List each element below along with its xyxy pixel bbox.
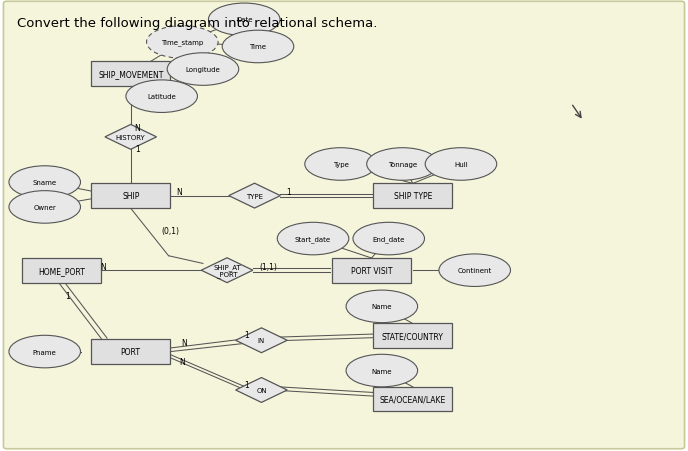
Text: Time: Time bbox=[250, 44, 266, 51]
Text: N: N bbox=[100, 262, 106, 272]
FancyBboxPatch shape bbox=[91, 339, 171, 364]
Text: (0,1): (0,1) bbox=[162, 226, 180, 235]
Ellipse shape bbox=[222, 31, 294, 64]
Text: STATE/COUNTRY: STATE/COUNTRY bbox=[382, 331, 444, 341]
FancyBboxPatch shape bbox=[373, 387, 453, 411]
Text: TYPE: TYPE bbox=[246, 193, 263, 199]
Text: PORT: PORT bbox=[120, 347, 141, 356]
Text: Pname: Pname bbox=[33, 349, 56, 355]
Text: Continent: Continent bbox=[458, 267, 492, 274]
Polygon shape bbox=[228, 184, 280, 208]
Ellipse shape bbox=[305, 148, 376, 181]
Text: SEA/OCEAN/LAKE: SEA/OCEAN/LAKE bbox=[380, 395, 446, 404]
FancyBboxPatch shape bbox=[91, 184, 171, 208]
Ellipse shape bbox=[353, 223, 424, 255]
Text: Hull: Hull bbox=[454, 161, 468, 168]
Polygon shape bbox=[235, 378, 288, 402]
Text: Name: Name bbox=[372, 368, 392, 374]
Text: 1: 1 bbox=[136, 144, 140, 153]
Text: IN: IN bbox=[258, 337, 265, 344]
Text: N: N bbox=[182, 338, 187, 347]
Ellipse shape bbox=[126, 81, 197, 113]
Text: 1: 1 bbox=[244, 330, 248, 339]
Ellipse shape bbox=[208, 4, 280, 37]
Text: HOME_PORT: HOME_PORT bbox=[39, 266, 85, 275]
Ellipse shape bbox=[367, 148, 438, 181]
Ellipse shape bbox=[9, 336, 80, 368]
Text: Longitude: Longitude bbox=[186, 67, 220, 73]
Ellipse shape bbox=[147, 27, 218, 59]
Text: SHIP TYPE: SHIP TYPE bbox=[394, 192, 432, 201]
Text: 1: 1 bbox=[287, 188, 291, 197]
Text: Start_date: Start_date bbox=[295, 236, 331, 242]
Ellipse shape bbox=[346, 354, 418, 387]
Polygon shape bbox=[235, 328, 288, 353]
FancyBboxPatch shape bbox=[373, 324, 453, 348]
Polygon shape bbox=[105, 125, 157, 150]
Text: End_date: End_date bbox=[372, 236, 405, 242]
FancyBboxPatch shape bbox=[22, 258, 102, 283]
Text: N: N bbox=[180, 357, 185, 366]
Ellipse shape bbox=[9, 191, 80, 224]
Text: SHIP: SHIP bbox=[122, 192, 140, 201]
Text: Owner: Owner bbox=[33, 204, 56, 211]
Text: 1: 1 bbox=[244, 380, 248, 389]
Text: SHIP_MOVEMENT: SHIP_MOVEMENT bbox=[98, 70, 164, 79]
Text: 1: 1 bbox=[65, 291, 69, 300]
Ellipse shape bbox=[167, 54, 239, 86]
Text: Type: Type bbox=[332, 161, 349, 168]
Text: Name: Name bbox=[372, 304, 392, 310]
Text: PORT VISIT: PORT VISIT bbox=[351, 266, 392, 275]
FancyBboxPatch shape bbox=[373, 184, 453, 208]
Text: Convert the following diagram into relational schema.: Convert the following diagram into relat… bbox=[17, 17, 378, 30]
Text: HISTORY: HISTORY bbox=[116, 134, 146, 141]
Text: ON: ON bbox=[256, 387, 267, 393]
Text: N: N bbox=[135, 124, 140, 133]
Ellipse shape bbox=[9, 166, 80, 199]
Text: Sname: Sname bbox=[32, 179, 57, 186]
Text: N: N bbox=[176, 188, 182, 197]
Ellipse shape bbox=[346, 290, 418, 323]
Ellipse shape bbox=[439, 254, 510, 287]
Text: SHIP_AT
_PORT: SHIP_AT _PORT bbox=[213, 263, 241, 278]
Text: Latitude: Latitude bbox=[147, 94, 176, 100]
Ellipse shape bbox=[425, 148, 497, 181]
Polygon shape bbox=[202, 258, 253, 283]
Ellipse shape bbox=[277, 223, 349, 255]
Text: (1,1): (1,1) bbox=[259, 262, 277, 272]
Text: Tonnage: Tonnage bbox=[388, 161, 417, 168]
Text: Time_stamp: Time_stamp bbox=[161, 40, 204, 46]
FancyBboxPatch shape bbox=[91, 62, 171, 87]
Text: Date: Date bbox=[236, 17, 252, 23]
FancyBboxPatch shape bbox=[332, 258, 411, 283]
